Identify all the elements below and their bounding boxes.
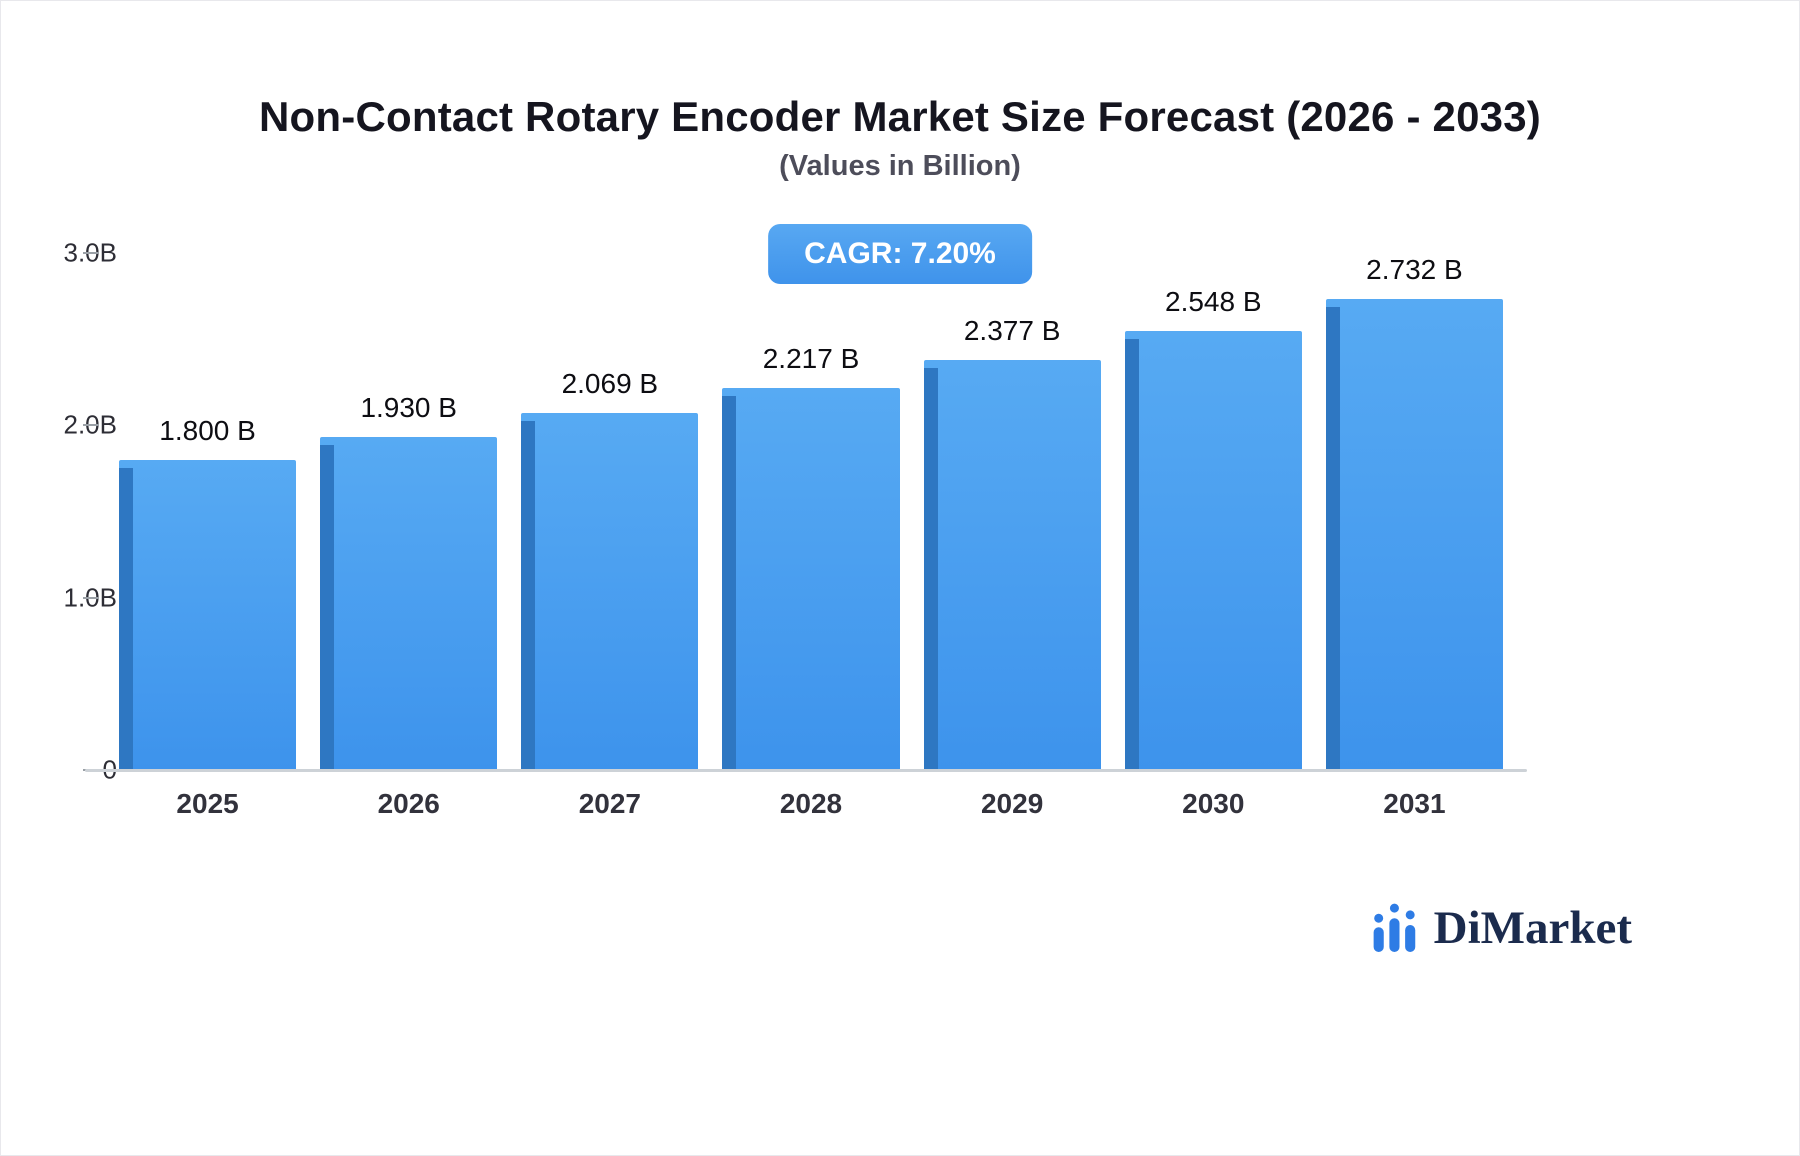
- bar-side-shade: [1124, 338, 1139, 770]
- bar: [1124, 330, 1302, 770]
- x-axis-label: 2028: [779, 788, 843, 819]
- bar-value-label: 1.930 B: [360, 392, 457, 424]
- bar: [521, 413, 699, 770]
- bar-group: 2.732 B 2031: [1314, 253, 1515, 819]
- x-axis-label: 2031: [1383, 788, 1446, 819]
- chart-subtitle: (Values in Billion): [779, 150, 1021, 182]
- bar-side-shade: [119, 467, 133, 770]
- x-axis-label: 2027: [578, 788, 641, 819]
- x-axis-label: 2029: [980, 788, 1044, 819]
- bar-group: 1.930 B 2026: [308, 253, 509, 819]
- bar-side-shade: [521, 421, 536, 770]
- bar-group: 2.548 B 2030: [1113, 253, 1314, 819]
- bar: [923, 360, 1101, 770]
- bar-value-label: 2.217 B: [762, 342, 860, 374]
- cagr-badge-label: CAGR: 7.20%: [804, 237, 996, 270]
- bar-group: 2.377 B 2029: [912, 253, 1113, 819]
- bar-chart-icon: [1373, 903, 1415, 952]
- bars: 1.800 B 2025 1.930 B 2026 2.069 B 2027 2.217 B…: [107, 253, 1515, 819]
- bar-value-label: 1.800 B: [159, 414, 256, 446]
- bar-side-shade: [320, 445, 335, 770]
- y-axis-labels: 3.0B2.0B1.0B0: [45, 238, 123, 785]
- brand-logo: DiMarket: [1368, 898, 1632, 952]
- bar-side-shade: [1325, 307, 1340, 770]
- bar-value-label: 2.377 B: [963, 315, 1061, 347]
- chart-title: Non-Contact Rotary Encoder Market Size F…: [259, 93, 1541, 140]
- bar-value-label: 2.069 B: [561, 368, 659, 400]
- bar-value-label: 2.548 B: [1165, 285, 1262, 317]
- bar: [722, 387, 900, 770]
- bar-group: 2.069 B 2027: [509, 253, 710, 819]
- bar-side-shade: [923, 368, 938, 770]
- brand-name: DiMarket: [1433, 902, 1632, 954]
- bar-group: 2.217 B 2028: [710, 253, 911, 819]
- bar: [119, 459, 297, 770]
- bar: [1325, 299, 1503, 770]
- cagr-badge: CAGR: 7.20%: [768, 224, 1032, 284]
- bar-group: 1.800 B 2025: [107, 253, 308, 819]
- bar-side-shade: [722, 395, 737, 770]
- x-axis-label: 2025: [176, 788, 239, 819]
- bar: [320, 437, 498, 770]
- x-axis-label: 2026: [377, 788, 440, 819]
- bar-value-label: 2.732 B: [1366, 254, 1463, 286]
- bar-chart: 3.0B2.0B1.0B0 1.800 B 2025 1.930 B 2026 2.06…: [45, 238, 1527, 819]
- x-axis-label: 2030: [1182, 788, 1245, 819]
- x-axis-line: [85, 769, 1527, 772]
- plot-area: 1.800 B 2025 1.930 B 2026 2.069 B 2027 2.217 B…: [83, 252, 1527, 819]
